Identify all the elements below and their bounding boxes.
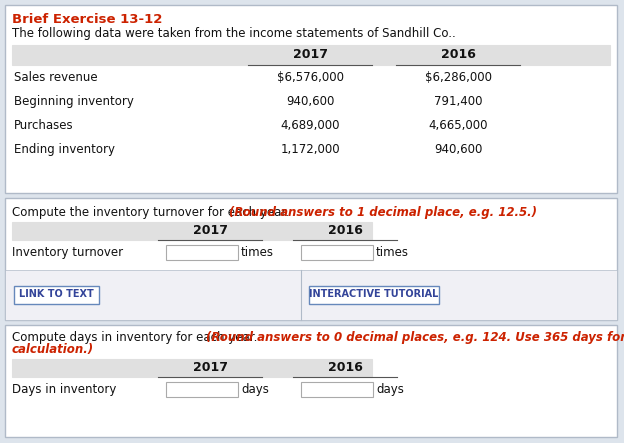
Bar [309, 286, 439, 304]
Text: calculation.): calculation.) [12, 343, 94, 356]
Text: 940,600: 940,600 [286, 95, 334, 108]
Text: Brief Exercise 13-12: Brief Exercise 13-12 [12, 13, 162, 26]
Text: 2017: 2017 [293, 48, 328, 61]
Text: Compute the inventory turnover for each year.: Compute the inventory turnover for each … [12, 206, 293, 219]
Bar [5, 198, 617, 320]
Text: Ending inventory: Ending inventory [14, 143, 115, 156]
Bar [12, 359, 372, 377]
Text: 1,172,000: 1,172,000 [280, 143, 340, 156]
Text: LINK TO TEXT: LINK TO TEXT [19, 289, 94, 299]
Bar [12, 45, 610, 65]
Text: Beginning inventory: Beginning inventory [14, 95, 134, 108]
Bar [5, 325, 617, 437]
Text: (Round answers to 0 decimal places, e.g. 124. Use 365 days for: (Round answers to 0 decimal places, e.g.… [205, 331, 624, 344]
Text: 2016: 2016 [328, 224, 363, 237]
Text: Days in inventory: Days in inventory [12, 383, 116, 396]
Text: 2017: 2017 [192, 224, 228, 237]
Text: 4,665,000: 4,665,000 [428, 119, 488, 132]
Bar [166, 245, 238, 260]
Bar [301, 382, 373, 397]
Bar [14, 286, 99, 304]
Text: times: times [376, 246, 409, 259]
Text: 791,400: 791,400 [434, 95, 482, 108]
Bar [12, 222, 372, 240]
Text: days: days [241, 383, 269, 396]
Text: Purchases: Purchases [14, 119, 74, 132]
Text: 2017: 2017 [192, 361, 228, 374]
Text: 940,600: 940,600 [434, 143, 482, 156]
Text: 2016: 2016 [441, 48, 475, 61]
Text: 4,689,000: 4,689,000 [280, 119, 339, 132]
Text: 2016: 2016 [328, 361, 363, 374]
Text: INTERACTIVE TUTORIAL: INTERACTIVE TUTORIAL [310, 289, 439, 299]
Bar [301, 245, 373, 260]
Bar [5, 270, 617, 320]
Text: times: times [241, 246, 274, 259]
Bar [5, 5, 617, 193]
Text: $6,286,000: $6,286,000 [424, 71, 492, 84]
Text: days: days [376, 383, 404, 396]
Text: Inventory turnover: Inventory turnover [12, 246, 123, 259]
Text: Sales revenue: Sales revenue [14, 71, 97, 84]
Text: The following data were taken from the income statements of Sandhill Co..: The following data were taken from the i… [12, 27, 456, 40]
Text: (Round answers to 1 decimal place, e.g. 12.5.): (Round answers to 1 decimal place, e.g. … [229, 206, 537, 219]
Text: Compute days in inventory for each year.: Compute days in inventory for each year. [12, 331, 261, 344]
Bar [166, 382, 238, 397]
Text: $6,576,000: $6,576,000 [276, 71, 343, 84]
